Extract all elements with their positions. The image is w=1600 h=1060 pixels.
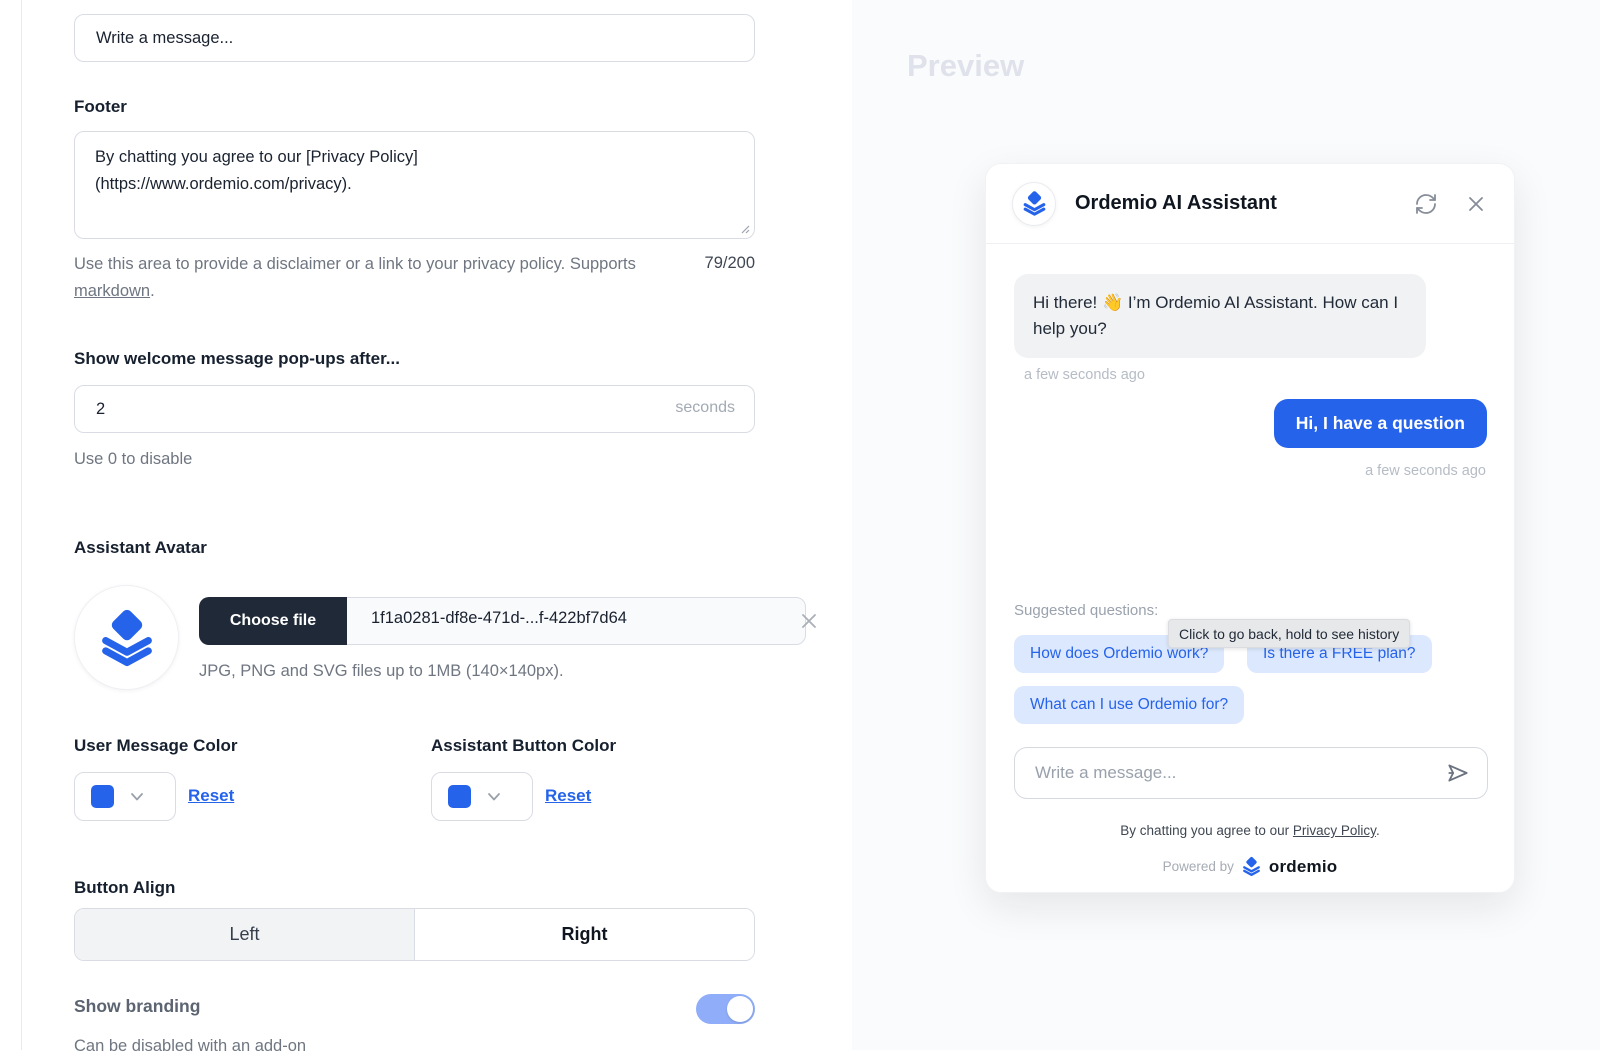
show-branding-label: Show branding [74,996,201,1016]
widget-title: Ordemio AI Assistant [1075,192,1277,214]
widget-legal-text: By chatting you agree to our Privacy Pol… [986,823,1514,838]
choose-file-button[interactable]: Choose file [199,597,347,645]
ordemio-logo-icon [1242,856,1260,877]
footer-help-text: Use this area to provide a disclaimer or… [74,255,636,273]
toggle-knob [727,996,753,1022]
user-message-color-label: User Message Color [74,736,238,755]
branding-help: Can be disabled with an add-on [74,1037,307,1055]
brand-wordmark[interactable]: ordemio [1268,856,1338,876]
widget-avatar [1012,181,1056,226]
preview-panel: Preview Ordemio AI Assistant Hi there! 👋… [852,0,1600,1050]
footer-label: Footer [74,97,127,116]
user-message-timestamp: a few seconds ago [1365,463,1486,479]
welcome-delay-label: Show welcome message pop-ups after... [74,349,400,368]
footer-textarea[interactable]: By chatting you agree to our [Privacy Po… [74,131,755,239]
footer-help: Use this area to provide a disclaimer or… [74,251,639,305]
refresh-icon[interactable] [1414,192,1438,216]
preview-title: Preview [907,48,1025,83]
user-message-bubble: Hi, I have a question [1273,399,1487,448]
chat-message-input[interactable] [1035,763,1445,783]
privacy-policy-link[interactable]: Privacy Policy [1292,823,1376,838]
powered-by-label: Powered by [1162,859,1234,874]
chat-input-row [1014,747,1488,799]
close-icon[interactable] [1464,192,1488,216]
align-option-left[interactable]: Left [75,909,415,960]
avatar-help: JPG, PNG and SVG files up to 1MB (140×14… [199,662,564,680]
show-branding-toggle[interactable] [696,994,755,1024]
message-placeholder-input[interactable] [74,14,755,62]
chevron-down-icon [131,793,143,801]
suggestion-chip[interactable]: What can I use Ordemio for? [1014,686,1245,724]
assistant-message-timestamp: a few seconds ago [1024,367,1145,383]
welcome-delay-field: seconds [74,385,755,433]
welcome-delay-input[interactable] [74,385,755,433]
welcome-delay-help: Use 0 to disable [74,450,193,468]
legal-suffix: . [1375,823,1380,838]
ordemio-logo-icon [1023,191,1045,216]
seconds-suffix: seconds [675,399,735,416]
user-message-color-swatch [91,785,114,808]
suggested-questions-label: Suggested questions: [1014,602,1159,619]
user-message-color-reset[interactable]: Reset [188,786,235,805]
user-message-color-picker[interactable] [74,772,176,821]
assistant-avatar-preview [74,585,179,690]
button-align-segmented: Left Right [74,908,755,961]
send-icon[interactable] [1445,760,1471,786]
chevron-down-icon [488,793,500,801]
assistant-button-color-swatch [448,785,471,808]
button-align-label: Button Align [74,878,176,897]
avatar-file-control: Choose file 1f1a0281-df8e-471d-...f-422b… [125,597,816,645]
ordemio-logo-icon [101,609,152,666]
assistant-button-color-reset[interactable]: Reset [545,786,592,805]
assistant-button-color-label: Assistant Button Color [431,736,617,755]
legal-prefix: By chatting you agree to our [1120,823,1293,838]
footer-help-period: . [150,282,155,300]
history-tooltip: Click to go back, hold to see history [1168,619,1411,648]
char-counter: 79/200 [704,254,755,272]
assistant-message-bubble: Hi there! 👋 I’m Ordemio AI Assistant. Ho… [1014,274,1426,358]
settings-form-panel: Footer By chatting you agree to our [Pri… [21,0,816,1055]
clear-file-icon[interactable] [797,609,821,633]
panel-divider [21,0,22,1050]
markdown-link[interactable]: markdown [74,282,151,300]
powered-by-row: Powered by ordemio [986,856,1514,877]
chat-widget-preview: Ordemio AI Assistant Hi there! 👋 I’m Ord… [985,163,1515,893]
assistant-button-color-picker[interactable] [431,772,533,821]
file-name-text: 1f1a0281-df8e-471d-...f-422bf7d64 [371,609,627,627]
align-option-right[interactable]: Right [415,909,754,960]
chat-widget-header: Ordemio AI Assistant [986,164,1514,244]
assistant-avatar-label: Assistant Avatar [74,538,207,557]
